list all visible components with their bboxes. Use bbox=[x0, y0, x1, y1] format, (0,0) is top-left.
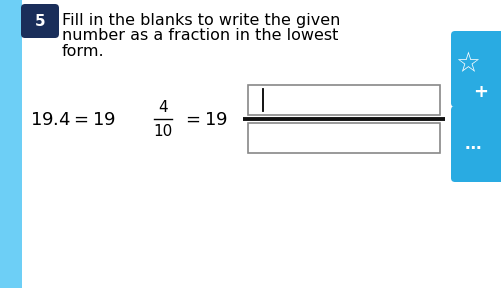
Text: +: + bbox=[473, 83, 488, 101]
FancyBboxPatch shape bbox=[248, 85, 440, 115]
FancyBboxPatch shape bbox=[451, 31, 501, 107]
Text: 5: 5 bbox=[35, 14, 45, 29]
Text: 4: 4 bbox=[158, 101, 168, 115]
FancyBboxPatch shape bbox=[451, 106, 501, 182]
FancyBboxPatch shape bbox=[0, 0, 22, 288]
FancyBboxPatch shape bbox=[21, 4, 59, 38]
Text: …: … bbox=[465, 135, 481, 153]
Text: $= 19$: $= 19$ bbox=[182, 111, 228, 129]
FancyBboxPatch shape bbox=[248, 123, 440, 153]
Text: 10: 10 bbox=[153, 124, 173, 139]
Text: ☆: ☆ bbox=[455, 50, 480, 78]
Text: form.: form. bbox=[62, 45, 105, 60]
Text: $19.4 = 19$: $19.4 = 19$ bbox=[30, 111, 116, 129]
Text: number as a fraction in the lowest: number as a fraction in the lowest bbox=[62, 29, 338, 43]
Text: Fill in the blanks to write the given: Fill in the blanks to write the given bbox=[62, 12, 340, 27]
